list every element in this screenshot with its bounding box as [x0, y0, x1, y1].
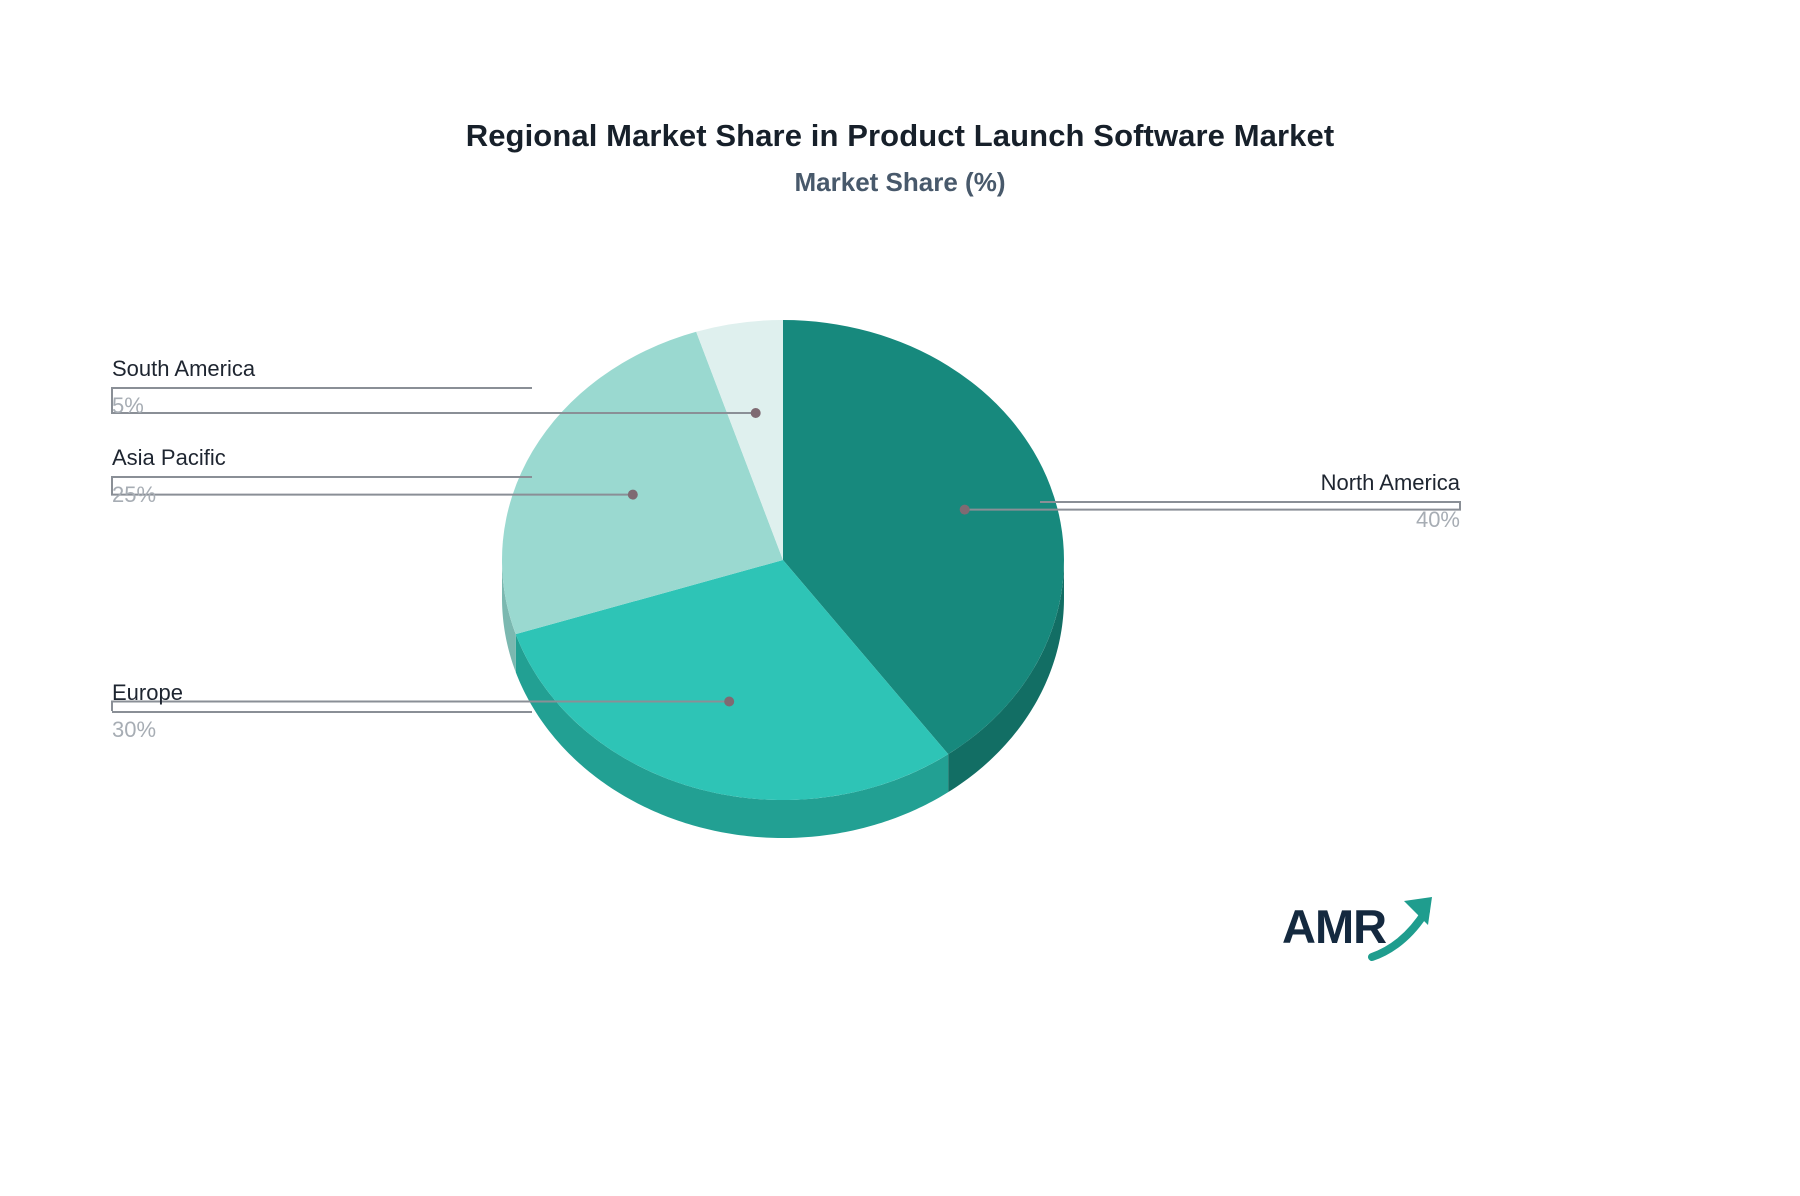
leader-line-south-america [111, 387, 756, 414]
amr-logo: AMR [1282, 893, 1442, 965]
leader-anchor-south-america [750, 408, 761, 418]
pie-slice-europe [515, 560, 949, 800]
callout-label-north-america: North America [1320, 470, 1460, 495]
pie-side-asia-pacific [502, 560, 516, 673]
callout-asia-pacific: Asia Pacific 25% [112, 444, 532, 509]
leader-line-asia-pacific [111, 476, 633, 496]
callout-value-asia-pacific: 25% [112, 482, 157, 507]
callout-rule-north-america [1040, 501, 1460, 503]
callout-rule-europe [112, 711, 532, 713]
callout-value-south-america: 5% [112, 393, 144, 418]
callout-rule-south-america [112, 387, 532, 389]
callout-value-europe: 30% [112, 717, 157, 742]
callout-label-south-america: South America [112, 356, 256, 381]
leader-anchor-north-america [959, 504, 970, 515]
callout-value-north-america: 40% [1415, 507, 1460, 532]
pie-slice-asia-pacific [502, 331, 783, 635]
pie-side-europe [515, 634, 949, 838]
pie-3d-sides [502, 560, 1064, 838]
growth-arrow-icon [1368, 897, 1432, 961]
callout-rule-asia-pacific [112, 476, 532, 478]
chart-subtitle: Market Share (%) [794, 167, 1006, 197]
pie-side-north-america [948, 562, 1064, 793]
callout-north-america: North America 40% [1040, 469, 1460, 534]
callout-label-asia-pacific: Asia Pacific [112, 445, 226, 470]
pie-slices [502, 320, 1064, 800]
leader-line-north-america [964, 501, 1461, 511]
leader-anchor-europe [724, 696, 735, 707]
callout-europe: Europe 30% [112, 679, 532, 744]
leader-anchor-asia-pacific [627, 489, 638, 500]
pie-slice-north-america [783, 320, 1064, 755]
amr-wordmark: AMR [1282, 900, 1387, 953]
pie-slice-south-america [696, 320, 783, 560]
callout-south-america: South America 5% [112, 355, 532, 420]
callout-label-europe: Europe [112, 680, 183, 705]
chart-title: Regional Market Share in Product Launch … [465, 118, 1335, 153]
pie-leader-lines [111, 387, 1461, 711]
leader-line-europe [111, 700, 730, 711]
